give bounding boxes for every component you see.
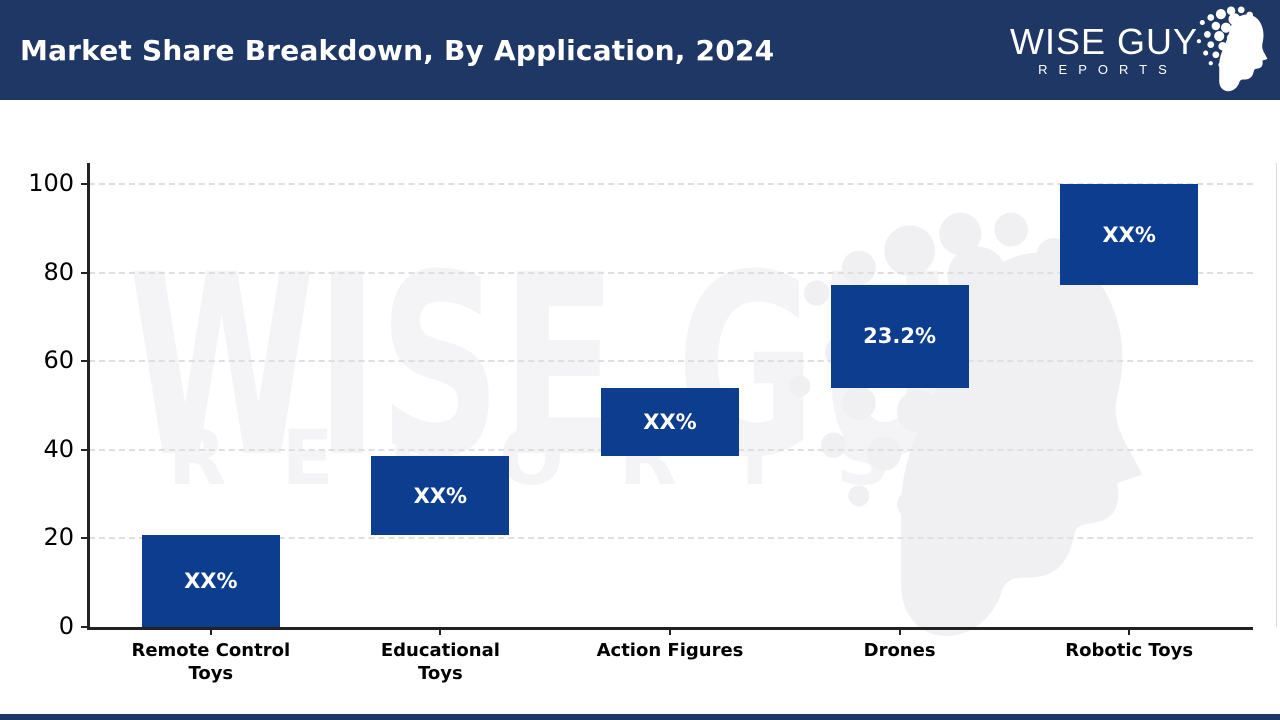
gridline-60 [89, 360, 1253, 363]
bar-action-figures: XX% [601, 387, 739, 456]
y-tick-label-100: 100 [28, 169, 74, 197]
wise-guy-head-icon [1196, 6, 1268, 91]
header-bar: Market Share Breakdown, By Application, … [0, 0, 1280, 100]
logo-subtitle: REPORTS [1038, 62, 1178, 77]
y-tick-60 [81, 360, 89, 363]
logo-name: WISE GUY [1009, 21, 1198, 62]
y-tick-20 [81, 537, 89, 540]
y-tick-label-0: 0 [58, 612, 74, 640]
y-tick-0 [81, 626, 89, 628]
bar-educational-toys: XX% [371, 456, 510, 536]
y-tick-label-20: 20 [43, 523, 74, 552]
bar-remote-control-toys: XX% [141, 535, 280, 627]
y-tick-40 [81, 448, 89, 451]
gridline-80 [89, 271, 1253, 274]
x-category-label-remote-control-toys: Remote Control Toys [131, 640, 291, 684]
y-tick-80 [81, 271, 89, 274]
page-title: Market Share Breakdown, By Application, … [20, 33, 775, 67]
y-tick-100 [81, 183, 89, 185]
y-tick-label-40: 40 [43, 434, 74, 463]
bar-value-label-educational-toys: XX% [413, 483, 468, 508]
plot-area: 0 20 40 60 80 100 XX% Remote Control Toys XX% Edu… [0, 100, 1280, 714]
bar-value-label-drones: 23.2% [863, 324, 937, 349]
x-category-label-drones: Drones [863, 640, 936, 661]
watermark-subtext: REPORTS [168, 413, 946, 502]
footer-bar [0, 714, 1280, 720]
wise-guy-logo: WISE GUY REPORTS [1010, 2, 1270, 99]
x-tick-remote-control-toys [209, 627, 212, 635]
x-tick-robotic-toys [1128, 627, 1131, 635]
bar-drones: 23.2% [830, 285, 969, 388]
y-axis-line [87, 163, 90, 630]
logo-text: WISE GUY REPORTS [1009, 21, 1198, 77]
bar-value-label-remote-control-toys: XX% [184, 569, 238, 594]
plot-right-border [1276, 163, 1277, 627]
y-tick-label-80: 80 [43, 257, 74, 286]
y-tick-label-60: 60 [43, 346, 74, 375]
bar-robotic-toys: XX% [1060, 184, 1199, 285]
x-tick-drones [898, 627, 901, 635]
bar-value-label-robotic-toys: XX% [1102, 222, 1156, 247]
chart-canvas: WISE GUY REPORTS 0 20 40 60 80 100 XX% Remote C… [0, 100, 1280, 714]
x-tick-educational-toys [439, 627, 442, 635]
gridline-20 [89, 537, 1253, 540]
bar-value-label-action-figures: XX% [643, 409, 697, 434]
x-category-label-action-figures: Action Figures [596, 640, 744, 661]
x-category-label-robotic-toys: Robotic Toys [1065, 640, 1194, 661]
gridline-100 [89, 183, 1253, 185]
x-category-label-educational-toys: Educational Toys [380, 640, 500, 684]
x-tick-action-figures [669, 627, 671, 635]
